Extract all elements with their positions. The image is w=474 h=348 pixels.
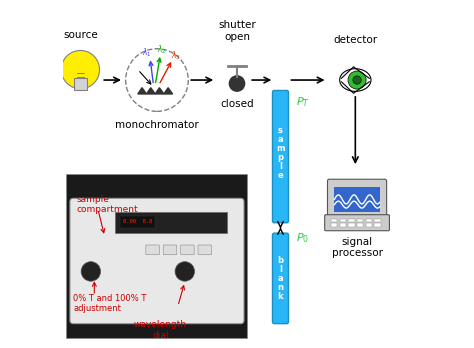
FancyBboxPatch shape (146, 245, 159, 255)
Circle shape (126, 49, 188, 111)
FancyBboxPatch shape (66, 174, 247, 338)
Circle shape (175, 262, 194, 281)
FancyBboxPatch shape (374, 219, 381, 222)
Circle shape (348, 71, 366, 89)
FancyBboxPatch shape (334, 187, 380, 212)
Circle shape (81, 262, 100, 281)
Wedge shape (61, 50, 100, 89)
FancyBboxPatch shape (163, 245, 177, 255)
Text: source: source (63, 30, 98, 40)
FancyBboxPatch shape (273, 90, 289, 223)
Text: sample
compartment: sample compartment (77, 195, 138, 214)
Polygon shape (155, 88, 164, 94)
FancyBboxPatch shape (328, 179, 387, 218)
FancyBboxPatch shape (70, 198, 244, 324)
Circle shape (229, 76, 245, 91)
FancyBboxPatch shape (115, 212, 227, 233)
FancyBboxPatch shape (325, 215, 390, 231)
FancyBboxPatch shape (331, 219, 337, 222)
Text: $P_T$: $P_T$ (296, 96, 310, 110)
FancyBboxPatch shape (366, 219, 372, 222)
Circle shape (353, 76, 361, 84)
Text: $P_0$: $P_0$ (296, 231, 309, 245)
FancyBboxPatch shape (198, 245, 211, 255)
Text: $\lambda_1$: $\lambda_1$ (142, 47, 151, 59)
Text: b
l
a
n
k: b l a n k (277, 256, 283, 301)
Text: 0.00  8.8: 0.00 8.8 (123, 219, 153, 224)
FancyBboxPatch shape (331, 223, 337, 227)
FancyBboxPatch shape (120, 216, 155, 228)
FancyBboxPatch shape (374, 223, 381, 227)
FancyBboxPatch shape (348, 223, 355, 227)
Text: signal
processor: signal processor (331, 237, 383, 258)
FancyBboxPatch shape (357, 223, 364, 227)
Text: detector: detector (333, 35, 377, 45)
Polygon shape (146, 88, 155, 94)
FancyBboxPatch shape (340, 219, 346, 222)
Polygon shape (164, 88, 173, 94)
Text: $\lambda_3$: $\lambda_3$ (171, 49, 181, 62)
FancyBboxPatch shape (357, 219, 364, 222)
Text: $\lambda_2$: $\lambda_2$ (157, 44, 167, 56)
Text: s
a
m
p
l
e: s a m p l e (276, 126, 285, 180)
Ellipse shape (340, 69, 371, 92)
FancyBboxPatch shape (366, 223, 372, 227)
Text: closed: closed (220, 99, 254, 109)
FancyBboxPatch shape (181, 245, 194, 255)
Text: monochromator: monochromator (115, 120, 199, 130)
Polygon shape (138, 88, 146, 94)
FancyBboxPatch shape (273, 233, 289, 324)
Text: 0% T and 100% T
adjustment: 0% T and 100% T adjustment (73, 294, 147, 314)
Text: wavelength
dial: wavelength dial (134, 320, 187, 340)
FancyBboxPatch shape (340, 223, 346, 227)
FancyBboxPatch shape (348, 219, 355, 222)
FancyBboxPatch shape (74, 78, 87, 90)
Text: shutter
open: shutter open (218, 20, 256, 42)
